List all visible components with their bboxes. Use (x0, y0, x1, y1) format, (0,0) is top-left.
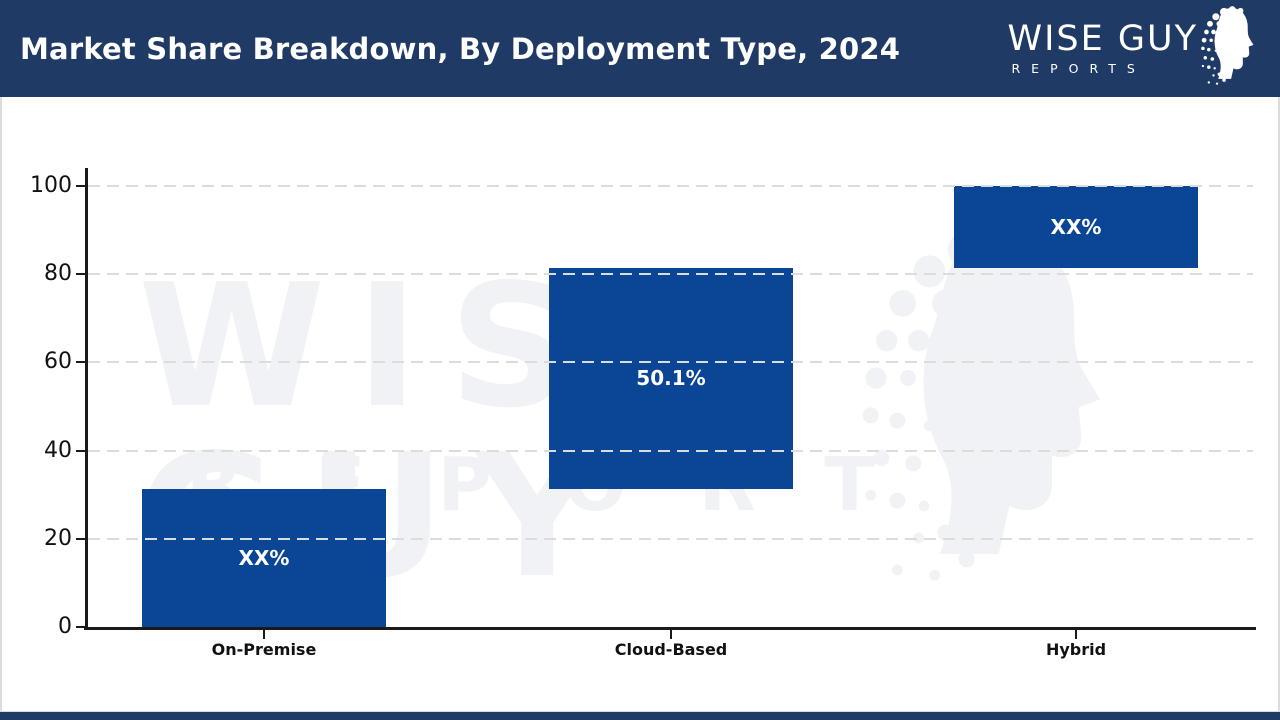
y-tick-mark-80 (76, 273, 85, 276)
y-tick-label-80: 80 (44, 261, 72, 287)
brand-logo-text: WISE GUY REPORTS (1007, 18, 1198, 76)
gridline-y-80 (88, 273, 1253, 276)
y-tick-label-100: 100 (30, 173, 72, 198)
x-tick-mark-hybrid (1075, 630, 1077, 639)
brand-subname: REPORTS (1011, 60, 1146, 76)
y-tick-mark-40 (76, 449, 85, 452)
bar-value-label-on-premise: XX% (238, 545, 290, 570)
y-tick-label-40: 40 (44, 437, 72, 463)
y-tick-label-20: 20 (44, 525, 72, 551)
page-title: Market Share Breakdown, By Deployment Ty… (20, 31, 901, 66)
bar-value-label-hybrid: XX% (1050, 214, 1102, 239)
header-banner: Market Share Breakdown, By Deployment Ty… (0, 0, 1280, 97)
x-tick-label-on-premise: On-Premise (211, 640, 317, 659)
left-border-line (0, 97, 2, 713)
bar-hybrid: XX% (954, 186, 1198, 268)
right-border-line (1278, 97, 1280, 713)
x-tick-label-hybrid: Hybrid (1045, 640, 1107, 659)
brand-name: WISE GUY (1007, 18, 1198, 59)
gridline-y-40 (88, 449, 1253, 452)
y-tick-mark-0 (76, 626, 85, 628)
brand-logo: WISE GUY REPORTS (1007, 5, 1280, 93)
gridline-y-100 (88, 185, 1253, 187)
dotted-profile-head-icon (1201, 5, 1254, 85)
x-tick-mark-cloud-based (670, 630, 672, 639)
bar-on-premise: XX% (142, 488, 386, 627)
y-tick-mark-100 (76, 185, 85, 187)
footer-divider-line (0, 711, 1280, 712)
gridline-y-60 (88, 361, 1253, 364)
y-tick-label-60: 60 (44, 349, 72, 375)
footer-bar (0, 712, 1280, 720)
x-tick-mark-on-premise (263, 630, 265, 639)
bar-cloud-based: 50.1% (549, 267, 793, 489)
y-tick-label-0: 0 (58, 614, 72, 639)
y-axis-line (85, 168, 88, 628)
bar-value-label-cloud-based: 50.1% (636, 366, 706, 391)
x-tick-label-cloud-based: Cloud-Based (614, 640, 728, 659)
x-axis-line (84, 627, 1256, 630)
y-tick-mark-20 (76, 537, 85, 540)
gridline-y-20 (88, 537, 1253, 540)
y-tick-mark-60 (76, 361, 85, 364)
